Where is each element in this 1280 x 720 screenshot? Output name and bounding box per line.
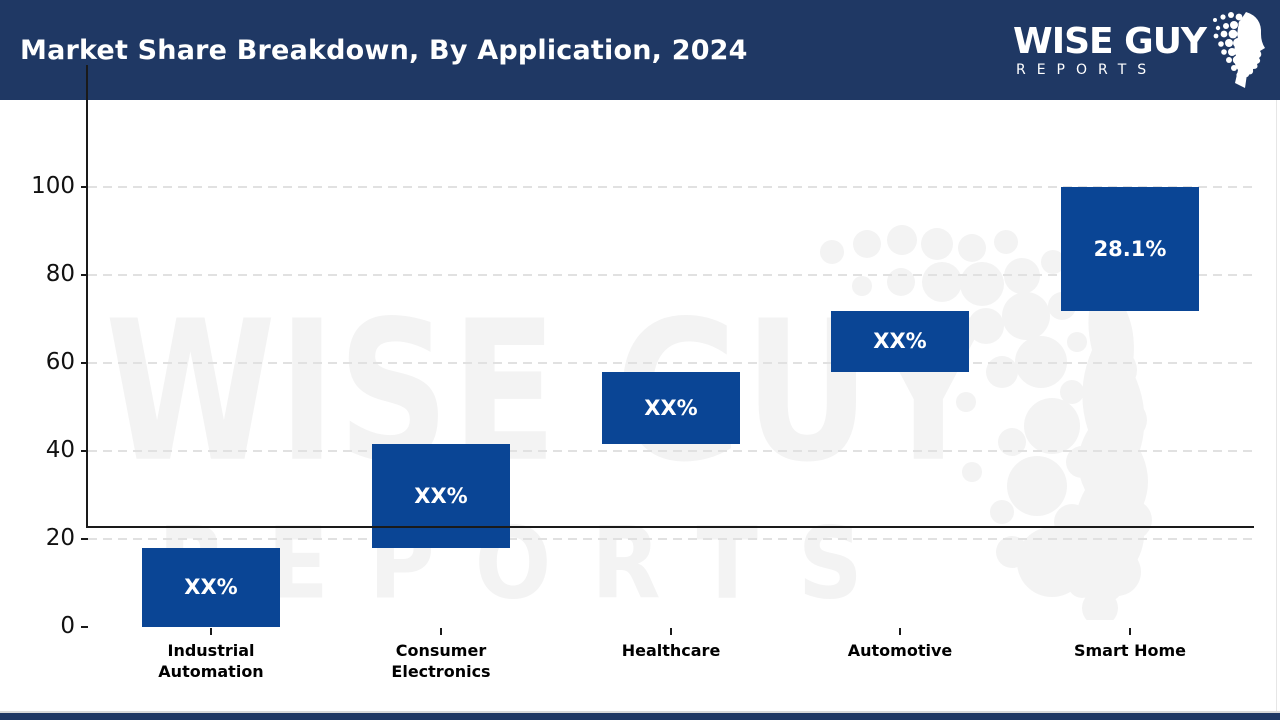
y-axis-tick (81, 362, 88, 364)
y-tick-label: 60 (45, 349, 75, 375)
y-axis-tick (81, 538, 88, 540)
y-tick-label: 20 (45, 525, 75, 551)
bar-value-label: XX% (414, 483, 468, 508)
bar-value-label: XX% (873, 329, 927, 354)
brand-logo-main: WISE GUY (1012, 20, 1207, 62)
bar (831, 310, 969, 372)
logo-head-icon (1213, 12, 1265, 88)
bar (602, 371, 740, 444)
category-label: Consumer Electronics (391, 641, 491, 681)
x-axis-tick (440, 628, 442, 635)
category-label: Industrial Automation (158, 641, 264, 681)
grid-line (88, 450, 1254, 452)
bar-value-label: XX% (644, 395, 698, 420)
grid-line (88, 362, 1254, 364)
category-label: Smart Home (1073, 641, 1186, 660)
bar-value-label: 28.1% (1093, 236, 1167, 261)
y-tick-label: 100 (31, 173, 75, 199)
x-axis-tick (210, 628, 212, 635)
grid-line (88, 186, 1254, 188)
y-tick-label: 40 (45, 437, 75, 463)
x-axis-line (86, 526, 1254, 528)
page-title: Market Share Breakdown, By Application, … (20, 34, 748, 66)
footer-bar (0, 711, 1280, 720)
y-axis-tick (81, 274, 88, 276)
brand-logo-sub: REPORTS (1015, 61, 1158, 78)
y-axis-tick (81, 186, 88, 188)
bar (1061, 187, 1199, 311)
brand-logo: WISE GUY REPORTS (1013, 8, 1266, 92)
grid-line (88, 274, 1254, 276)
x-axis-tick (670, 628, 672, 635)
header-bar: Market Share Breakdown, By Application, … (0, 0, 1280, 100)
bar-value-label: XX% (184, 575, 238, 600)
y-tick-label: 0 (60, 613, 75, 639)
watermark-head-icon (820, 225, 1152, 620)
category-label: Healthcare (621, 641, 721, 660)
plot-area: 0 20 40 60 80 100 XX% Industrial Automation XX% C… (0, 100, 1280, 712)
y-axis-line (86, 65, 88, 528)
y-axis-tick (81, 450, 88, 452)
y-tick-label: 80 (45, 261, 75, 287)
bar (142, 547, 280, 627)
x-axis-tick (899, 628, 901, 635)
right-edge-line (1276, 100, 1277, 711)
bar (372, 443, 510, 548)
brand-logo-text: WISE GUY REPORTS (1012, 20, 1207, 78)
x-axis-tick (1129, 628, 1131, 635)
y-axis-tick (81, 626, 88, 628)
category-label: Automotive (847, 641, 953, 660)
grid-line (88, 538, 1254, 540)
